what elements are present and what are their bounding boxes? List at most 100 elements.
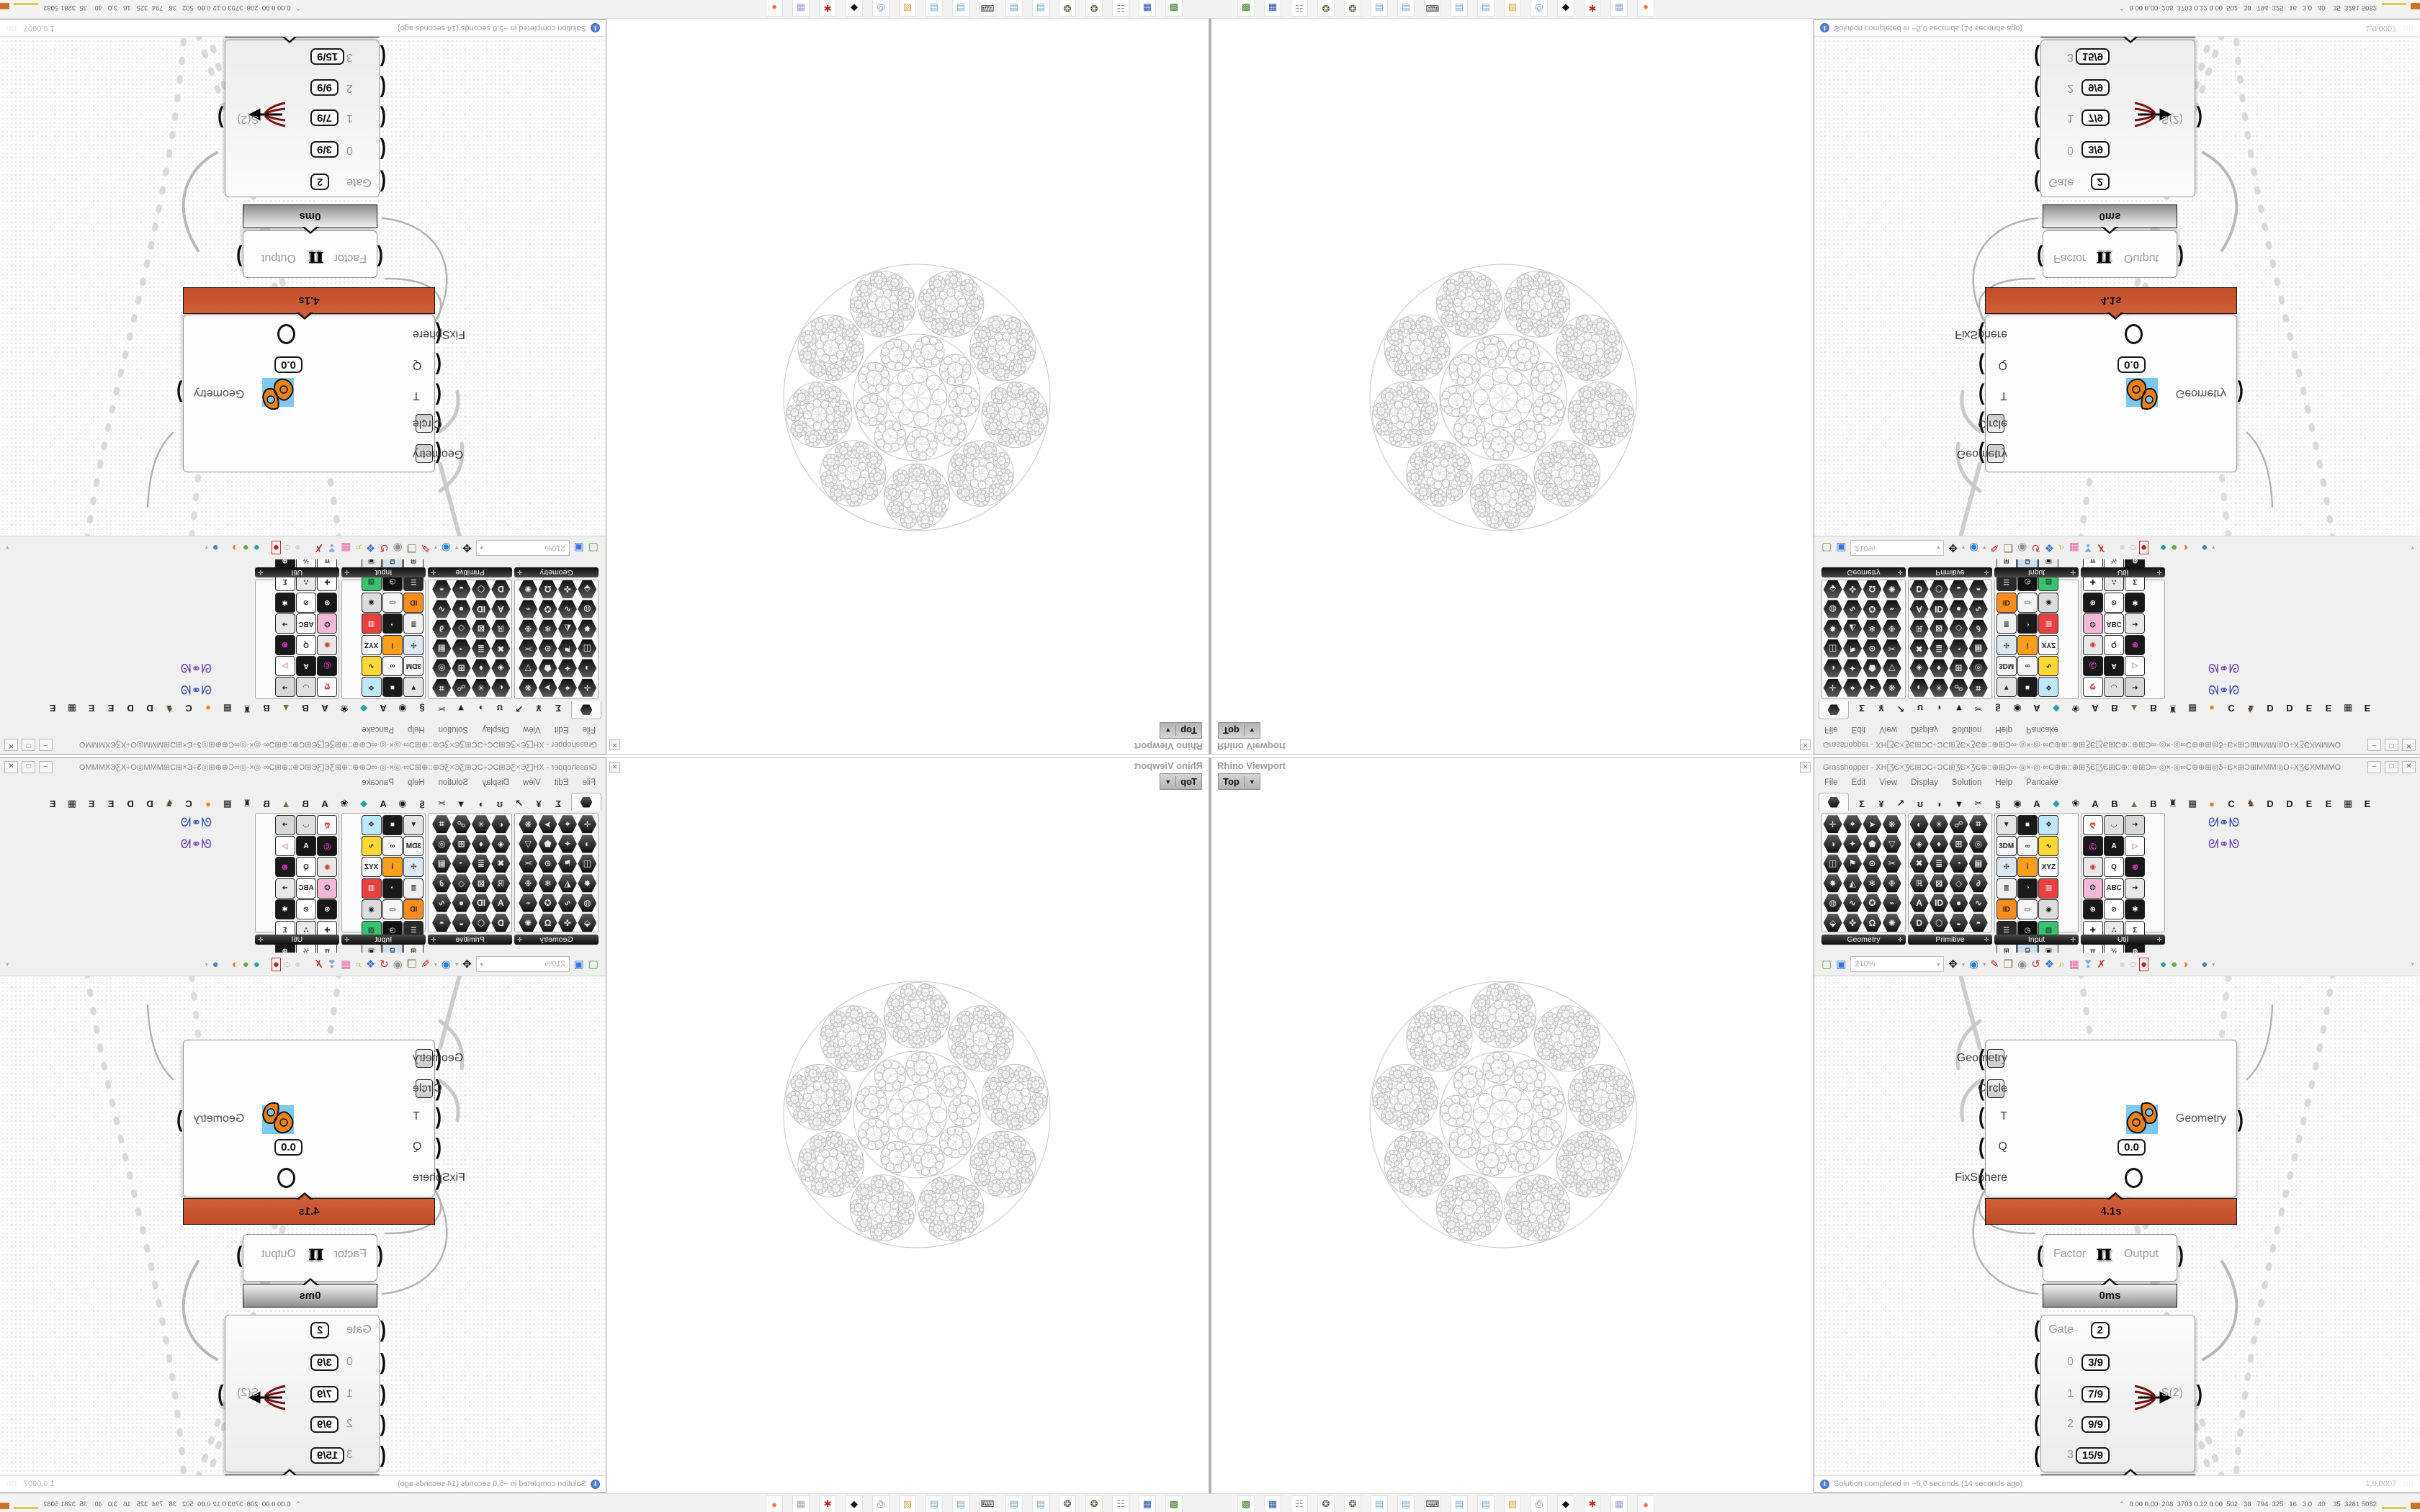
component-icon[interactable]: ▼ [403, 677, 424, 698]
tab-category-16[interactable]: ♜ [2169, 798, 2177, 809]
component-icon[interactable]: D [1909, 914, 1929, 932]
taskbar-app-icon-13[interactable]: ✱ [1584, 0, 1601, 17]
menu-solution[interactable]: Solution [1951, 725, 1982, 734]
taskbar-app-icon-12[interactable]: ◆ [1557, 1495, 1574, 1512]
menu-solution[interactable]: Solution [1951, 778, 1982, 787]
component-icon[interactable]: ▼ [1996, 677, 2017, 698]
input-connector[interactable]: ( [1978, 1104, 1985, 1130]
toolbar-icon-1[interactable]: ▣ [573, 958, 584, 971]
tab-category-6[interactable]: ✂ [437, 798, 446, 809]
component-icon[interactable]: ⊞ [452, 834, 471, 853]
input-connector[interactable]: ( [380, 75, 386, 101]
component-icon[interactable]: ⌖ [1843, 678, 1862, 697]
toolbar-icon-13[interactable]: ▦ [2069, 541, 2079, 554]
gate-value-box[interactable]: 9/9 [2081, 79, 2110, 96]
component-icon[interactable]: ✳ [472, 815, 490, 834]
tab-category-11[interactable]: ❀ [340, 798, 349, 809]
toolbar-icon-23[interactable]: ◑ [2182, 958, 2189, 971]
tab-category-2[interactable]: ↗ [1896, 703, 1905, 714]
component-icon[interactable]: ◔ [452, 639, 471, 658]
component-icon[interactable]: ▭ [2017, 899, 2038, 920]
component-icon[interactable]: ✦ [558, 834, 577, 853]
tab-category-20[interactable]: ♞ [165, 703, 174, 714]
component-icon[interactable]: Ω [1863, 914, 1882, 932]
component-icon[interactable]: ID [1930, 894, 1949, 912]
component-icon[interactable]: ✸ [1823, 874, 1842, 893]
component-icon[interactable]: ֎ [274, 634, 295, 655]
taskbar-app-icon-4[interactable]: ❂ [1059, 1495, 1076, 1512]
tab-category-26[interactable]: E [2364, 703, 2371, 714]
component-icon[interactable]: ➜ [2125, 814, 2146, 835]
input-connector[interactable]: ( [435, 352, 442, 378]
component-icon[interactable]: Q [295, 634, 316, 655]
component-icon[interactable]: ⬙ [1823, 914, 1842, 932]
toolbar-icon-22[interactable]: ● [2171, 958, 2178, 971]
component-icon[interactable]: ◇ [452, 619, 471, 638]
component-icon[interactable]: ◡ [295, 814, 316, 835]
tab-category-18[interactable]: ● [2209, 703, 2215, 714]
tab-category-12[interactable]: A [2092, 798, 2099, 809]
grasshopper-canvas[interactable]: (↑ Geometry(↓ Circle(T(Q 0.0(FixSphere Geom… [1814, 34, 2420, 536]
pi-factor-component[interactable]: ( Factor π Output ) [2037, 1234, 2184, 1282]
taskbar-app-icon-5[interactable]: ▤ [1371, 0, 1388, 17]
component-icon[interactable]: ▭ [382, 592, 403, 613]
toolbar-icon-21[interactable]: ● [253, 958, 260, 971]
component-icon[interactable]: ▦ [1968, 854, 1988, 873]
component-icon[interactable]: ID [403, 592, 424, 613]
tab-category-21[interactable]: D [146, 703, 153, 714]
toolbar-icon-5[interactable]: ◉ [441, 541, 452, 554]
component-icon[interactable]: ⬟ [1863, 834, 1882, 853]
component-icon[interactable]: A [2104, 655, 2125, 676]
component-icon[interactable]: ღ [2082, 677, 2103, 698]
component-icon[interactable]: ◐ [491, 815, 510, 834]
component-icon[interactable]: ⊙ [539, 639, 557, 658]
close-icon[interactable]: ✕ [1800, 762, 1811, 773]
toolbar-icon-1[interactable]: ▣ [573, 541, 584, 554]
taskbar-app-icon-15[interactable]: ● [766, 0, 783, 17]
component-icon[interactable]: ABC [295, 613, 316, 634]
component-icon[interactable]: ◉ [317, 857, 338, 878]
tab-params[interactable] [571, 701, 601, 719]
menu-file[interactable]: File [582, 725, 596, 734]
tab-category-16[interactable]: ♜ [243, 798, 251, 809]
toolbar-icon-21[interactable]: ● [2160, 958, 2167, 971]
input-connector[interactable]: ( [380, 1411, 386, 1437]
input-connector[interactable]: ( [435, 1134, 442, 1160]
input-connector[interactable]: ( [2034, 169, 2040, 195]
taskbar-app-icon-0[interactable]: ▩ [1237, 1495, 1255, 1512]
tab-category-0[interactable]: Σ [555, 798, 561, 809]
component-icon[interactable]: ID [1996, 899, 2017, 920]
expand-icon[interactable]: ✛ [2156, 935, 2162, 943]
taskbar-app-icon-1[interactable]: ▦ [1264, 0, 1281, 17]
tab-params[interactable] [1819, 701, 1849, 719]
taskbar-app-icon-11[interactable]: ⎙ [1531, 0, 1548, 17]
grasshopper-title-bar[interactable]: Grasshopper - XH[ƷЄ×ƷЄ⊞ƆϹ÷ƆϹ⊞ƷЄ×ƷЄ⊕::⊕⊞Ɔ… [1814, 758, 2420, 775]
zoom-level-dropdown[interactable]: 210% ▾ [1850, 540, 1945, 556]
tab-category-19[interactable]: C [2228, 798, 2235, 809]
fixsphere-component[interactable]: (↑ Geometry(↓ Circle(T(Q 0.0(FixSphere Geom… [176, 315, 465, 472]
toolbar-icon-7[interactable]: ✎ [1990, 541, 1999, 554]
component-icon[interactable]: ■ [382, 677, 403, 698]
component-icon[interactable]: ❄ [539, 619, 557, 638]
component-icon[interactable]: XYZ [361, 857, 382, 878]
tab-category-4[interactable]: ◗ [1937, 703, 1942, 714]
toolbar-icon-14[interactable]: ❣ [2083, 958, 2093, 971]
tab-category-3[interactable]: ʊ [1917, 703, 1924, 714]
component-icon[interactable]: ∿ [1968, 894, 1988, 912]
tab-category-2[interactable]: ↗ [515, 798, 524, 809]
tab-category-13[interactable]: B [2111, 703, 2118, 714]
taskbar-app-icon-13[interactable]: ✱ [819, 1495, 836, 1512]
fixsphere-component[interactable]: (↑ Geometry(↓ Circle(T(Q 0.0(FixSphere Geom… [1955, 1040, 2244, 1197]
taskbar-app-icon-2[interactable]: ☷ [1112, 1495, 1129, 1512]
tab-category-23[interactable]: E [107, 703, 115, 714]
component-icon[interactable]: ◎ [432, 659, 451, 678]
tab-category-16[interactable]: ♜ [243, 703, 251, 714]
component-icon[interactable]: ID [1930, 600, 1948, 618]
component-icon[interactable]: ∿ [432, 894, 451, 912]
component-icon[interactable]: ⌇ [2017, 857, 2038, 878]
component-icon[interactable]: D [1910, 580, 1929, 598]
component-icon[interactable]: ❉ [519, 619, 537, 638]
component-icon[interactable]: ⬙ [1824, 580, 1842, 598]
toolbar-icon-14[interactable]: ❣ [327, 958, 337, 971]
grasshopper-title-bar[interactable]: Grasshopper - XH[ƷЄ×ƷЄ⊞ƆϹ÷ƆϹ⊞ƷЄ×ƷЄ⊕::⊕⊞Ɔ… [0, 758, 606, 775]
